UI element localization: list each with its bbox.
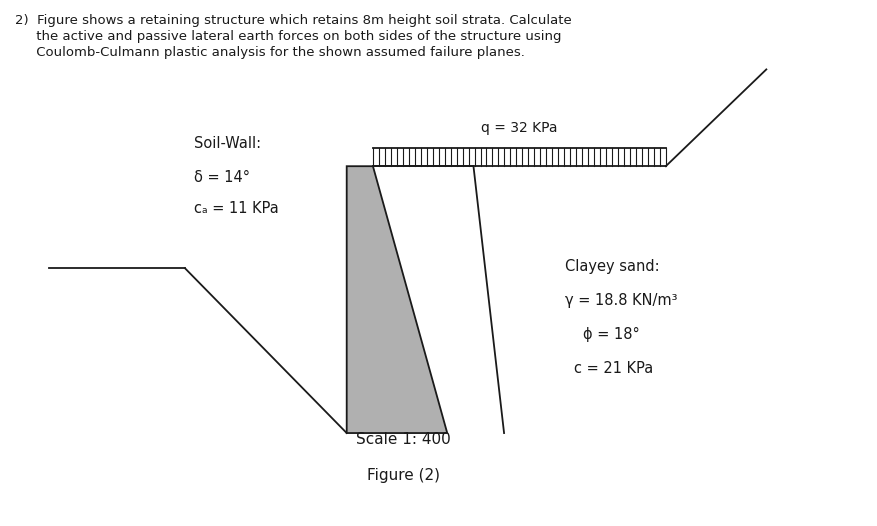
Text: q = 32 KPa: q = 32 KPa xyxy=(481,121,558,135)
Text: Scale 1: 400: Scale 1: 400 xyxy=(356,431,451,447)
Text: Coulomb-Culmann plastic analysis for the shown assumed failure planes.: Coulomb-Culmann plastic analysis for the… xyxy=(15,46,524,59)
Text: Figure (2): Figure (2) xyxy=(367,468,440,483)
Text: δ = 14°: δ = 14° xyxy=(194,170,250,185)
Text: cₐ = 11 KPa: cₐ = 11 KPa xyxy=(194,201,279,216)
Text: 2)  Figure shows a retaining structure which retains 8m height soil strata. Calc: 2) Figure shows a retaining structure wh… xyxy=(15,15,571,27)
Text: ϕ = 18°: ϕ = 18° xyxy=(582,327,639,342)
Text: c = 21 KPa: c = 21 KPa xyxy=(574,361,653,376)
Text: the active and passive lateral earth forces on both sides of the structure using: the active and passive lateral earth for… xyxy=(15,30,561,43)
Text: γ = 18.8 KN/m³: γ = 18.8 KN/m³ xyxy=(566,293,678,308)
Polygon shape xyxy=(346,166,447,433)
Text: Soil-Wall:: Soil-Wall: xyxy=(194,136,260,151)
Text: Clayey sand:: Clayey sand: xyxy=(566,259,660,274)
